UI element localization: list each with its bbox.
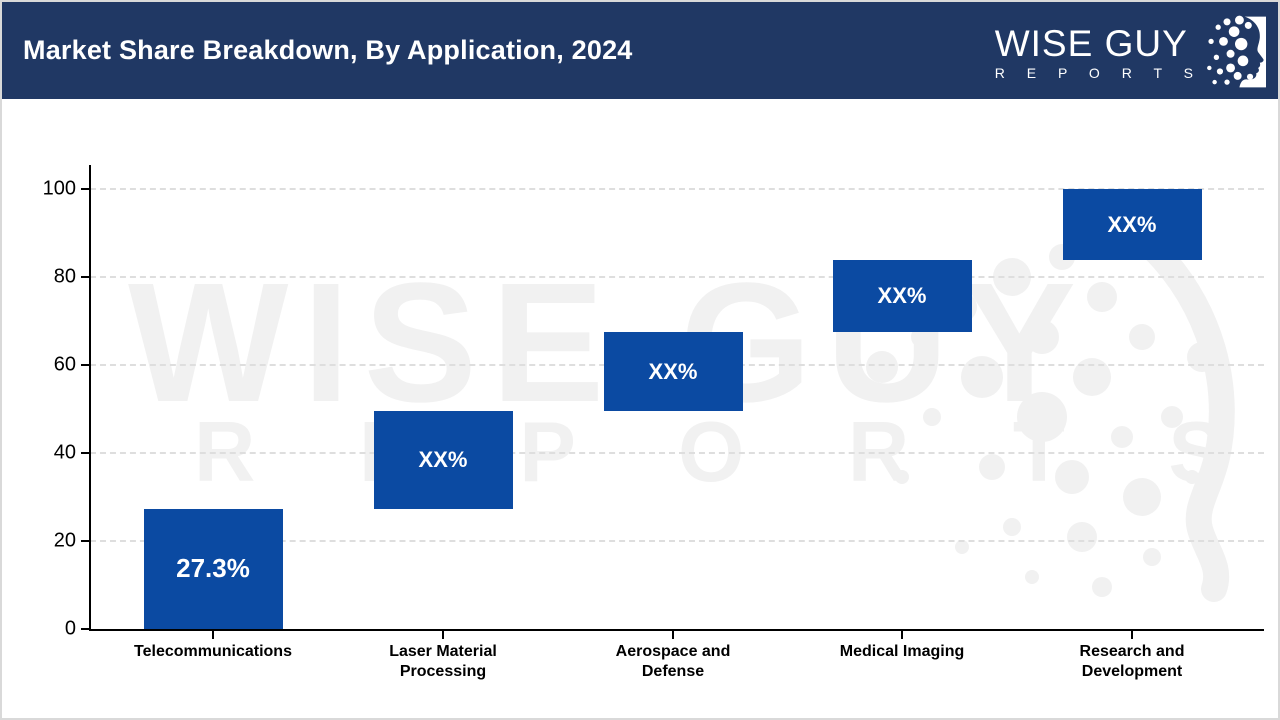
y-axis-line [89,165,91,631]
y-axis-tick [81,188,90,190]
y-axis-tick-label: 0 [64,617,76,640]
x-axis-tick [672,631,674,639]
logo-face-icon [1207,15,1266,88]
gridline [90,188,1264,190]
bar-telecommunications: 27.3% [143,508,283,629]
page-title: Market Share Breakdown, By Application, … [23,35,633,65]
x-axis-tick [442,631,444,639]
category-label-telecommunications: Telecommunications [93,642,333,662]
y-axis-tick [81,540,90,542]
gridline [90,452,1264,454]
bar-value-label: XX% [877,283,927,309]
gridline [90,540,1264,542]
x-axis-tick [901,631,903,639]
x-axis-tick [212,631,214,639]
x-axis-line [89,629,1264,631]
category-label-line: Defense [641,663,705,680]
category-label-line: Medical Imaging [839,643,965,660]
y-axis-tick [81,628,90,630]
bar-aerospace-and-defense: XX% [603,332,743,412]
y-axis-tick-label: 100 [42,177,76,200]
category-label-laser-material-processing: Laser Material Processing [323,642,563,682]
category-label-medical-imaging: Medical Imaging [782,642,1022,662]
category-label-line: Telecommunications [134,643,292,660]
category-label-research-and-development: Research and Development [1012,642,1252,682]
bar-research-and-development: XX% [1062,189,1202,261]
y-axis-tick-label: 20 [53,529,76,552]
logo-subname: R E P O R T S [994,64,1202,81]
y-axis-tick [81,452,90,454]
y-axis-tick-label: 80 [53,265,76,288]
bar-medical-imaging: XX% [832,260,972,332]
category-label-line: Laser Material [389,643,497,660]
category-label-line: Research and [1079,643,1185,660]
category-label-line: Processing [399,663,487,680]
category-label-aerospace-and-defense: Aerospace and Defense [553,642,793,682]
logo-name: WISE GUY [994,22,1188,64]
y-axis-tick-label: 60 [53,353,76,376]
category-label-line: Aerospace and [615,643,731,660]
category-label-line: Development [1081,663,1183,680]
y-axis-tick-label: 40 [53,441,76,464]
bar-value-label: XX% [418,447,468,473]
y-axis-tick [81,276,90,278]
header-band: Market Share Breakdown, By Application, … [2,2,1278,99]
wise-guy-logo: WISE GUY R E P O R T S [995,10,1266,94]
x-axis-tick [1131,631,1133,639]
y-axis-tick [81,364,90,366]
bar-value-label: 27.3% [176,553,250,584]
gridline [90,276,1264,278]
bar-laser-material-processing: XX% [373,411,513,509]
bar-value-label: XX% [648,358,698,384]
logo-text: WISE GUY R E P O R T S [995,25,1202,80]
bar-value-label: XX% [1107,211,1157,237]
